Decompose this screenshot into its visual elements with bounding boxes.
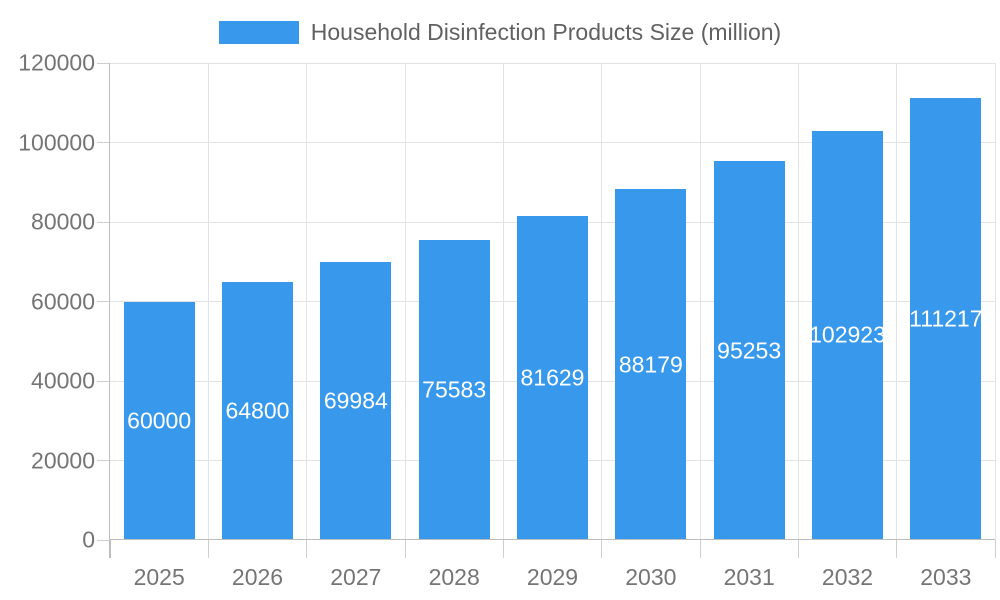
x-tick: [109, 540, 111, 558]
x-tick-label: 2032: [821, 564, 874, 590]
legend-label: Household Disinfection Products Size (mi…: [310, 19, 782, 45]
x-tick-label: 2026: [231, 564, 284, 590]
bar: [222, 282, 293, 539]
x-tick: [797, 540, 799, 558]
x-tick-label: 2025: [133, 564, 185, 590]
x-axis-line: [110, 539, 995, 540]
x-tick: [207, 540, 209, 558]
x-gridline: [404, 63, 406, 540]
y-tick: [97, 62, 110, 64]
bar: [517, 215, 588, 539]
x-tick: [502, 540, 504, 558]
bar-value-label: 81629: [520, 364, 585, 391]
bar: [910, 97, 982, 539]
x-tick-label: 2029: [526, 564, 579, 590]
y-tick: [97, 301, 110, 302]
x-gridline: [502, 63, 504, 540]
legend-swatch: [218, 21, 299, 44]
bar: [418, 239, 490, 539]
bar: [320, 261, 392, 539]
y-tick: [97, 380, 110, 382]
bar-value-label: 88179: [618, 351, 683, 378]
bar-value-label: 95253: [717, 337, 782, 364]
y-tick-label: 80000: [31, 208, 95, 235]
y-tick: [97, 460, 110, 461]
y-gridline: [110, 142, 995, 143]
x-tick: [896, 540, 898, 558]
x-gridline: [699, 63, 701, 540]
y-tick-label: 40000: [31, 367, 95, 394]
x-tick-label: 2030: [625, 564, 677, 590]
y-tick-label: 0: [82, 526, 95, 553]
x-tick: [601, 540, 603, 558]
y-axis-line: [109, 63, 110, 558]
y-tick: [97, 221, 110, 223]
x-gridline: [994, 63, 996, 540]
y-tick: [97, 539, 110, 541]
bar: [615, 189, 687, 539]
x-gridline: [896, 63, 898, 540]
x-tick: [994, 540, 996, 558]
x-tick: [306, 540, 308, 558]
bar-value-label: 75583: [422, 376, 487, 403]
bar-value-label: 111217: [909, 305, 983, 332]
x-tick-label: 2033: [920, 564, 972, 590]
y-tick-label: 100000: [18, 129, 95, 155]
x-gridline: [601, 63, 603, 540]
y-tick: [97, 142, 110, 143]
y-tick-label: 120000: [18, 49, 95, 76]
bar-value-label: 69984: [323, 387, 388, 414]
bar: [123, 301, 195, 539]
x-tick: [699, 540, 701, 558]
x-tick-label: 2028: [428, 564, 480, 590]
x-tick-label: 2031: [723, 564, 775, 590]
x-gridline: [306, 63, 308, 540]
legend: Household Disinfection Products Size (mi…: [0, 21, 1000, 44]
y-tick-label: 20000: [31, 447, 95, 473]
x-gridline: [207, 63, 209, 540]
bar-value-label: 102923: [809, 321, 886, 348]
bar: [812, 130, 883, 539]
x-tick: [404, 540, 406, 558]
x-gridline: [797, 63, 799, 540]
bar-value-label: 60000: [127, 407, 192, 434]
x-tick-label: 2027: [330, 564, 382, 590]
y-gridline: [110, 62, 995, 64]
bar-value-label: 64800: [225, 397, 290, 424]
y-tick-label: 60000: [31, 288, 95, 314]
bar: [713, 161, 785, 539]
